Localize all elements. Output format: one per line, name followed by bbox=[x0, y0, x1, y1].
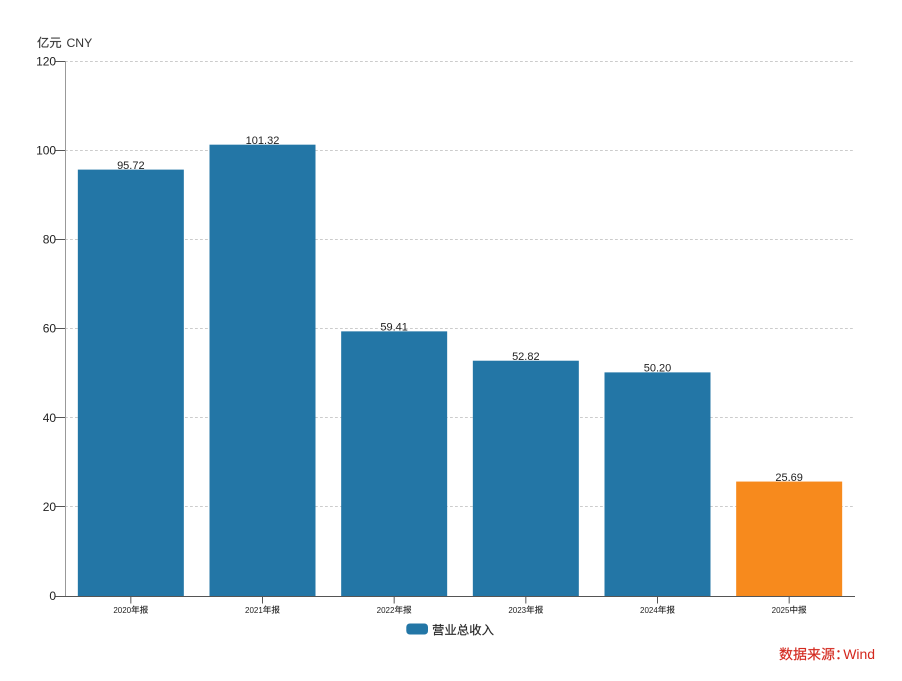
svg-text:60: 60 bbox=[43, 322, 57, 336]
svg-text:2025: 2025 bbox=[772, 606, 790, 615]
svg-text:2022: 2022 bbox=[377, 606, 395, 615]
svg-text:95.72: 95.72 bbox=[117, 160, 145, 172]
svg-text:80: 80 bbox=[43, 233, 57, 247]
svg-text:CNY: CNY bbox=[67, 36, 93, 50]
svg-text:100: 100 bbox=[36, 144, 56, 158]
svg-text:52.82: 52.82 bbox=[512, 351, 540, 363]
svg-text:50.20: 50.20 bbox=[644, 363, 672, 375]
svg-text:120: 120 bbox=[36, 54, 56, 68]
svg-text:20: 20 bbox=[43, 500, 57, 514]
svg-text:40: 40 bbox=[43, 411, 57, 425]
svg-text:2023: 2023 bbox=[508, 606, 526, 615]
svg-text:2021: 2021 bbox=[245, 606, 263, 615]
svg-text:25.69: 25.69 bbox=[775, 472, 803, 484]
svg-text:Wind: Wind bbox=[843, 646, 875, 662]
svg-text:0: 0 bbox=[49, 589, 56, 603]
svg-text:2024: 2024 bbox=[640, 606, 658, 615]
svg-text:2020: 2020 bbox=[113, 606, 131, 615]
svg-text:59.41: 59.41 bbox=[380, 322, 408, 334]
svg-text:101.32: 101.32 bbox=[246, 135, 280, 147]
